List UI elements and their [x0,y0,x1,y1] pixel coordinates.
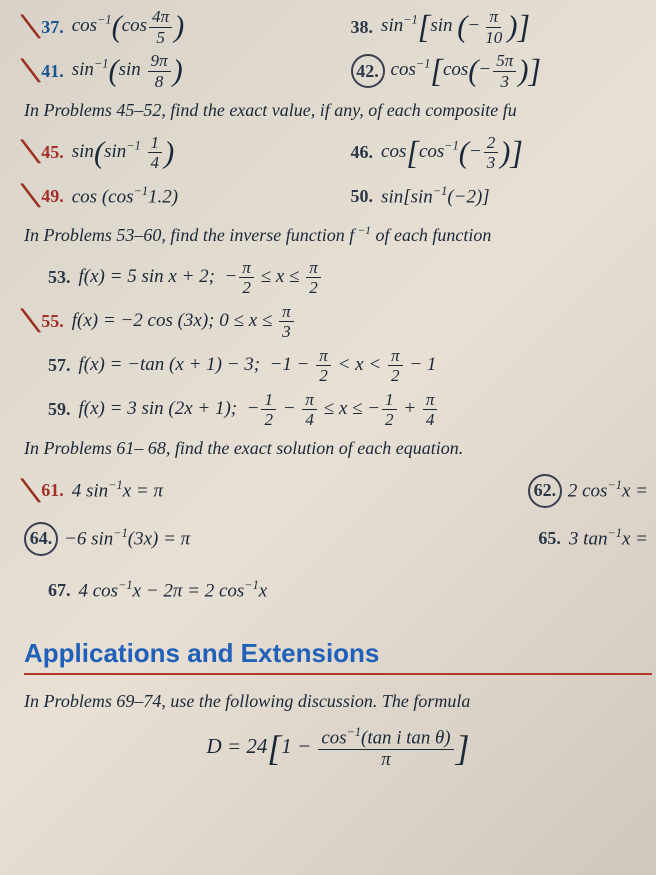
problem-number: 42. [356,61,379,82]
section-underline [24,673,652,675]
instruction-text: In Problems 61– 68, find the exact solut… [24,436,652,461]
problem-row: 53. f(x) = 5 sin x + 2; −π2 ≤ x ≤ π2 [24,258,652,296]
problem-expression: f(x) = 5 sin x + 2; −π2 ≤ x ≤ π2 [79,259,323,296]
checkmark-icon: ╲ [22,57,40,85]
section-header: Applications and Extensions [24,638,652,669]
circled-annotation-icon: 62. [528,474,562,508]
checkmark-icon: ╲ [22,477,40,505]
problem-expression: 2 cos−1x = [568,478,648,502]
instruction-text: In Problems 53–60, find the inverse func… [24,223,652,248]
checkmark-icon: ╲ [22,13,40,41]
problem-number: 50. [351,186,374,207]
problem-row: ╲ 55. f(x) = −2 cos (3x); 0 ≤ x ≤ π3 [24,302,652,340]
problem-row: 57. f(x) = −tan (x + 1) − 3; −1 − π2 < x… [24,346,652,384]
problem-row: 67. 4 cos−1x − 2π = 2 cos−1x [24,572,652,610]
problem-row: ╲ 45. sin(sin−1 14) 46. cos[cos−1(−23)] [24,133,652,171]
circled-annotation-icon: 42. [351,54,385,88]
problem-number: 65. [538,528,561,549]
problem-row: ╲ 61. 4 sin−1x = π 62. 2 cos−1x = [24,472,652,510]
problem-number: 53. [48,267,71,288]
problem-expression: f(x) = −2 cos (3x); 0 ≤ x ≤ π3 [72,303,296,340]
problem-number: 64. [30,528,53,549]
problem-expression: 4 cos−1x − 2π = 2 cos−1x [79,578,268,602]
problem-number: 38. [351,17,374,38]
checkmark-icon: ╲ [22,138,40,166]
problem-expression: cos[cos−1(−23)] [381,134,523,171]
problem-number: 57. [48,355,71,376]
checkmark-icon: ╲ [22,307,40,335]
problem-number: 55. [41,311,64,332]
problem-row: ╲ 37. cos−1(cos4π5) 38. sin−1[sin (−π10)… [24,8,652,46]
problem-number: 59. [48,399,71,420]
problem-row: ╲ 41. sin−1(sin 9π8) 42. cos−1[cos(−5π3)… [24,52,652,90]
problem-expression: sin−1(sin 9π8) [72,52,183,89]
problem-number: 67. [48,580,71,601]
problem-number: 49. [41,186,64,207]
problem-number: 41. [41,61,64,82]
problem-expression: f(x) = 3 sin (2x + 1); −12 − π4 ≤ x ≤ −1… [79,391,440,428]
problem-number: 45. [41,142,64,163]
problem-expression: cos−1[cos(−5π3)] [391,52,542,89]
textbook-page: ╲ 37. cos−1(cos4π5) 38. sin−1[sin (−π10)… [24,8,652,770]
problem-expression: sin(sin−1 14) [72,134,174,171]
problem-number: 46. [351,142,374,163]
problem-expression: sin−1[sin (−π10)] [381,8,530,45]
problem-row: ╲ 49. cos (cos−11.2) 50. sin[sin−1(−2)] [24,177,652,215]
problem-expression: f(x) = −tan (x + 1) − 3; −1 − π2 < x < π… [79,347,437,384]
problem-number: 61. [41,480,64,501]
problem-row: 64. −6 sin−1(3x) = π 65. 3 tan−1x = [24,520,652,558]
problem-expression: sin[sin−1(−2)] [381,184,490,208]
problem-number: 62. [534,480,557,501]
checkmark-icon: ╲ [22,182,40,210]
problem-expression: cos (cos−11.2) [72,184,178,208]
problem-expression: cos−1(cos4π5) [72,8,185,45]
circled-annotation-icon: 64. [24,522,58,556]
formula-display: D = 24[1 − cos−1(tan i tan θ)π] [24,726,652,770]
problem-expression: −6 sin−1(3x) = π [64,526,190,550]
problem-number: 37. [41,17,64,38]
problem-row: 59. f(x) = 3 sin (2x + 1); −12 − π4 ≤ x … [24,390,652,428]
instruction-text: In Problems 45–52, find the exact value,… [24,98,652,123]
problem-expression: 4 sin−1x = π [72,478,163,502]
instruction-text: In Problems 69–74, use the following dis… [24,689,652,714]
problem-expression: 3 tan−1x = [569,526,648,550]
